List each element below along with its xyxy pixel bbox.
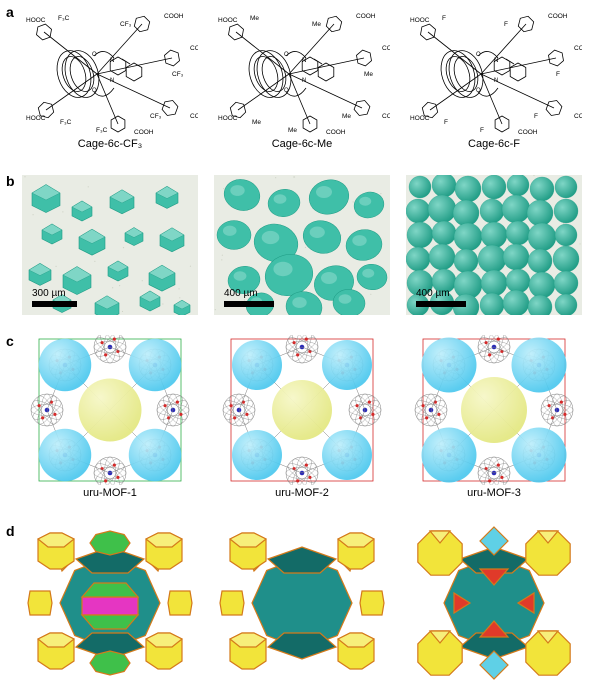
svg-text:HOOC: HOOC — [218, 115, 238, 122]
svg-text:CF₃: CF₃ — [172, 71, 184, 78]
svg-text:CF₃: CF₃ — [120, 21, 132, 28]
crystal-structure-2: uru-MOF-2 — [214, 335, 390, 505]
svg-text:COOH: COOH — [518, 129, 538, 136]
svg-text:O: O — [92, 52, 97, 58]
svg-text:HOOC: HOOC — [218, 17, 238, 24]
chem-caption-3: Cage-6c-F — [406, 138, 582, 150]
scalebar-2: 400 µm — [224, 288, 274, 307]
micrograph-3: 400 µm — [406, 175, 582, 315]
svg-text:O: O — [284, 88, 289, 94]
svg-text:Me: Me — [252, 119, 261, 126]
svg-text:F: F — [442, 15, 446, 22]
svg-text:Me: Me — [364, 71, 373, 78]
svg-text:COOH: COOH — [326, 129, 346, 136]
chem-structure-3: COOH F COOH F COOH F COOH F HOOC F HOOC F N N O O Cage-… — [406, 6, 582, 156]
row-b: 300 µm 400 µm 400 µm — [22, 175, 582, 315]
scalebar-label-1: 300 µm — [32, 288, 66, 299]
svg-text:HOOC: HOOC — [26, 115, 46, 122]
svg-text:COOH: COOH — [574, 113, 582, 120]
mof-caption-3: uru-MOF-3 — [406, 487, 582, 499]
svg-text:HOOC: HOOC — [410, 17, 430, 24]
svg-text:HOOC: HOOC — [26, 17, 46, 24]
svg-text:O: O — [476, 88, 481, 94]
svg-text:N: N — [110, 58, 114, 64]
scalebar-3: 400 µm — [416, 288, 466, 307]
panel-label-d: d — [6, 523, 15, 539]
scalebar-label-3: 400 µm — [416, 288, 450, 299]
svg-text:F₃C: F₃C — [60, 119, 72, 126]
svg-text:Me: Me — [288, 127, 297, 134]
panel-label-b: b — [6, 173, 15, 189]
svg-text:N: N — [494, 58, 498, 64]
svg-text:Me: Me — [250, 15, 259, 22]
svg-text:N: N — [302, 58, 306, 64]
svg-text:F: F — [480, 127, 484, 134]
scalebar-1: 300 µm — [32, 288, 77, 307]
svg-text:HOOC: HOOC — [410, 115, 430, 122]
row-a: COOH CF₃ COOH CF₃ COOH CF₃ COOH F₃C HOOC F₃C HOOC F… — [22, 6, 582, 156]
svg-text:F₃C: F₃C — [58, 15, 70, 22]
svg-text:COOH: COOH — [190, 113, 198, 120]
crystal-structure-1: uru-MOF-1 — [22, 335, 198, 505]
svg-text:COOH: COOH — [356, 13, 376, 20]
svg-text:O: O — [92, 88, 97, 94]
svg-text:F: F — [504, 21, 508, 28]
polyhedron-1 — [22, 525, 198, 680]
svg-text:COOH: COOH — [190, 45, 198, 52]
svg-text:COOH: COOH — [382, 113, 390, 120]
svg-text:COOH: COOH — [574, 45, 582, 52]
micrograph-2: 400 µm — [214, 175, 390, 315]
svg-text:F: F — [444, 119, 448, 126]
scalebar-bar-1 — [32, 301, 77, 307]
mof-caption-2: uru-MOF-2 — [214, 487, 390, 499]
chem-structure-1: COOH CF₃ COOH CF₃ COOH CF₃ COOH F₃C HOOC F₃C HOOC F… — [22, 6, 198, 156]
svg-text:Me: Me — [312, 21, 321, 28]
svg-text:COOH: COOH — [382, 45, 390, 52]
chem-caption-2: Cage-6c-Me — [214, 138, 390, 150]
panel-label-a: a — [6, 4, 14, 20]
svg-text:F: F — [534, 113, 538, 120]
row-c: uru-MOF-1 uru-MOF-2 uru-MOF-3 — [22, 335, 582, 505]
crystal-structure-3: uru-MOF-3 — [406, 335, 582, 505]
svg-text:N: N — [494, 78, 498, 84]
mof-caption-1: uru-MOF-1 — [22, 487, 198, 499]
svg-text:CF₃: CF₃ — [150, 113, 162, 120]
polyhedron-3 — [406, 525, 582, 680]
row-d — [22, 525, 582, 680]
scalebar-label-2: 400 µm — [224, 288, 258, 299]
svg-text:F₃C: F₃C — [96, 127, 108, 134]
panel-label-c: c — [6, 333, 14, 349]
svg-text:O: O — [476, 52, 481, 58]
svg-text:COOH: COOH — [164, 13, 184, 20]
svg-text:F: F — [556, 71, 560, 78]
chem-structure-2: COOH Me COOH Me COOH Me COOH Me HOOC Me HOOC Me N N O O… — [214, 6, 390, 156]
chem-caption-1: Cage-6c-CF₃ — [22, 138, 198, 150]
svg-text:N: N — [302, 78, 306, 84]
micrograph-1: 300 µm — [22, 175, 198, 315]
svg-text:O: O — [284, 52, 289, 58]
svg-text:Me: Me — [342, 113, 351, 120]
polyhedron-2 — [214, 525, 390, 680]
svg-text:N: N — [110, 78, 114, 84]
scalebar-bar-3 — [416, 301, 466, 307]
scalebar-bar-2 — [224, 301, 274, 307]
svg-text:COOH: COOH — [548, 13, 568, 20]
svg-text:COOH: COOH — [134, 129, 154, 136]
